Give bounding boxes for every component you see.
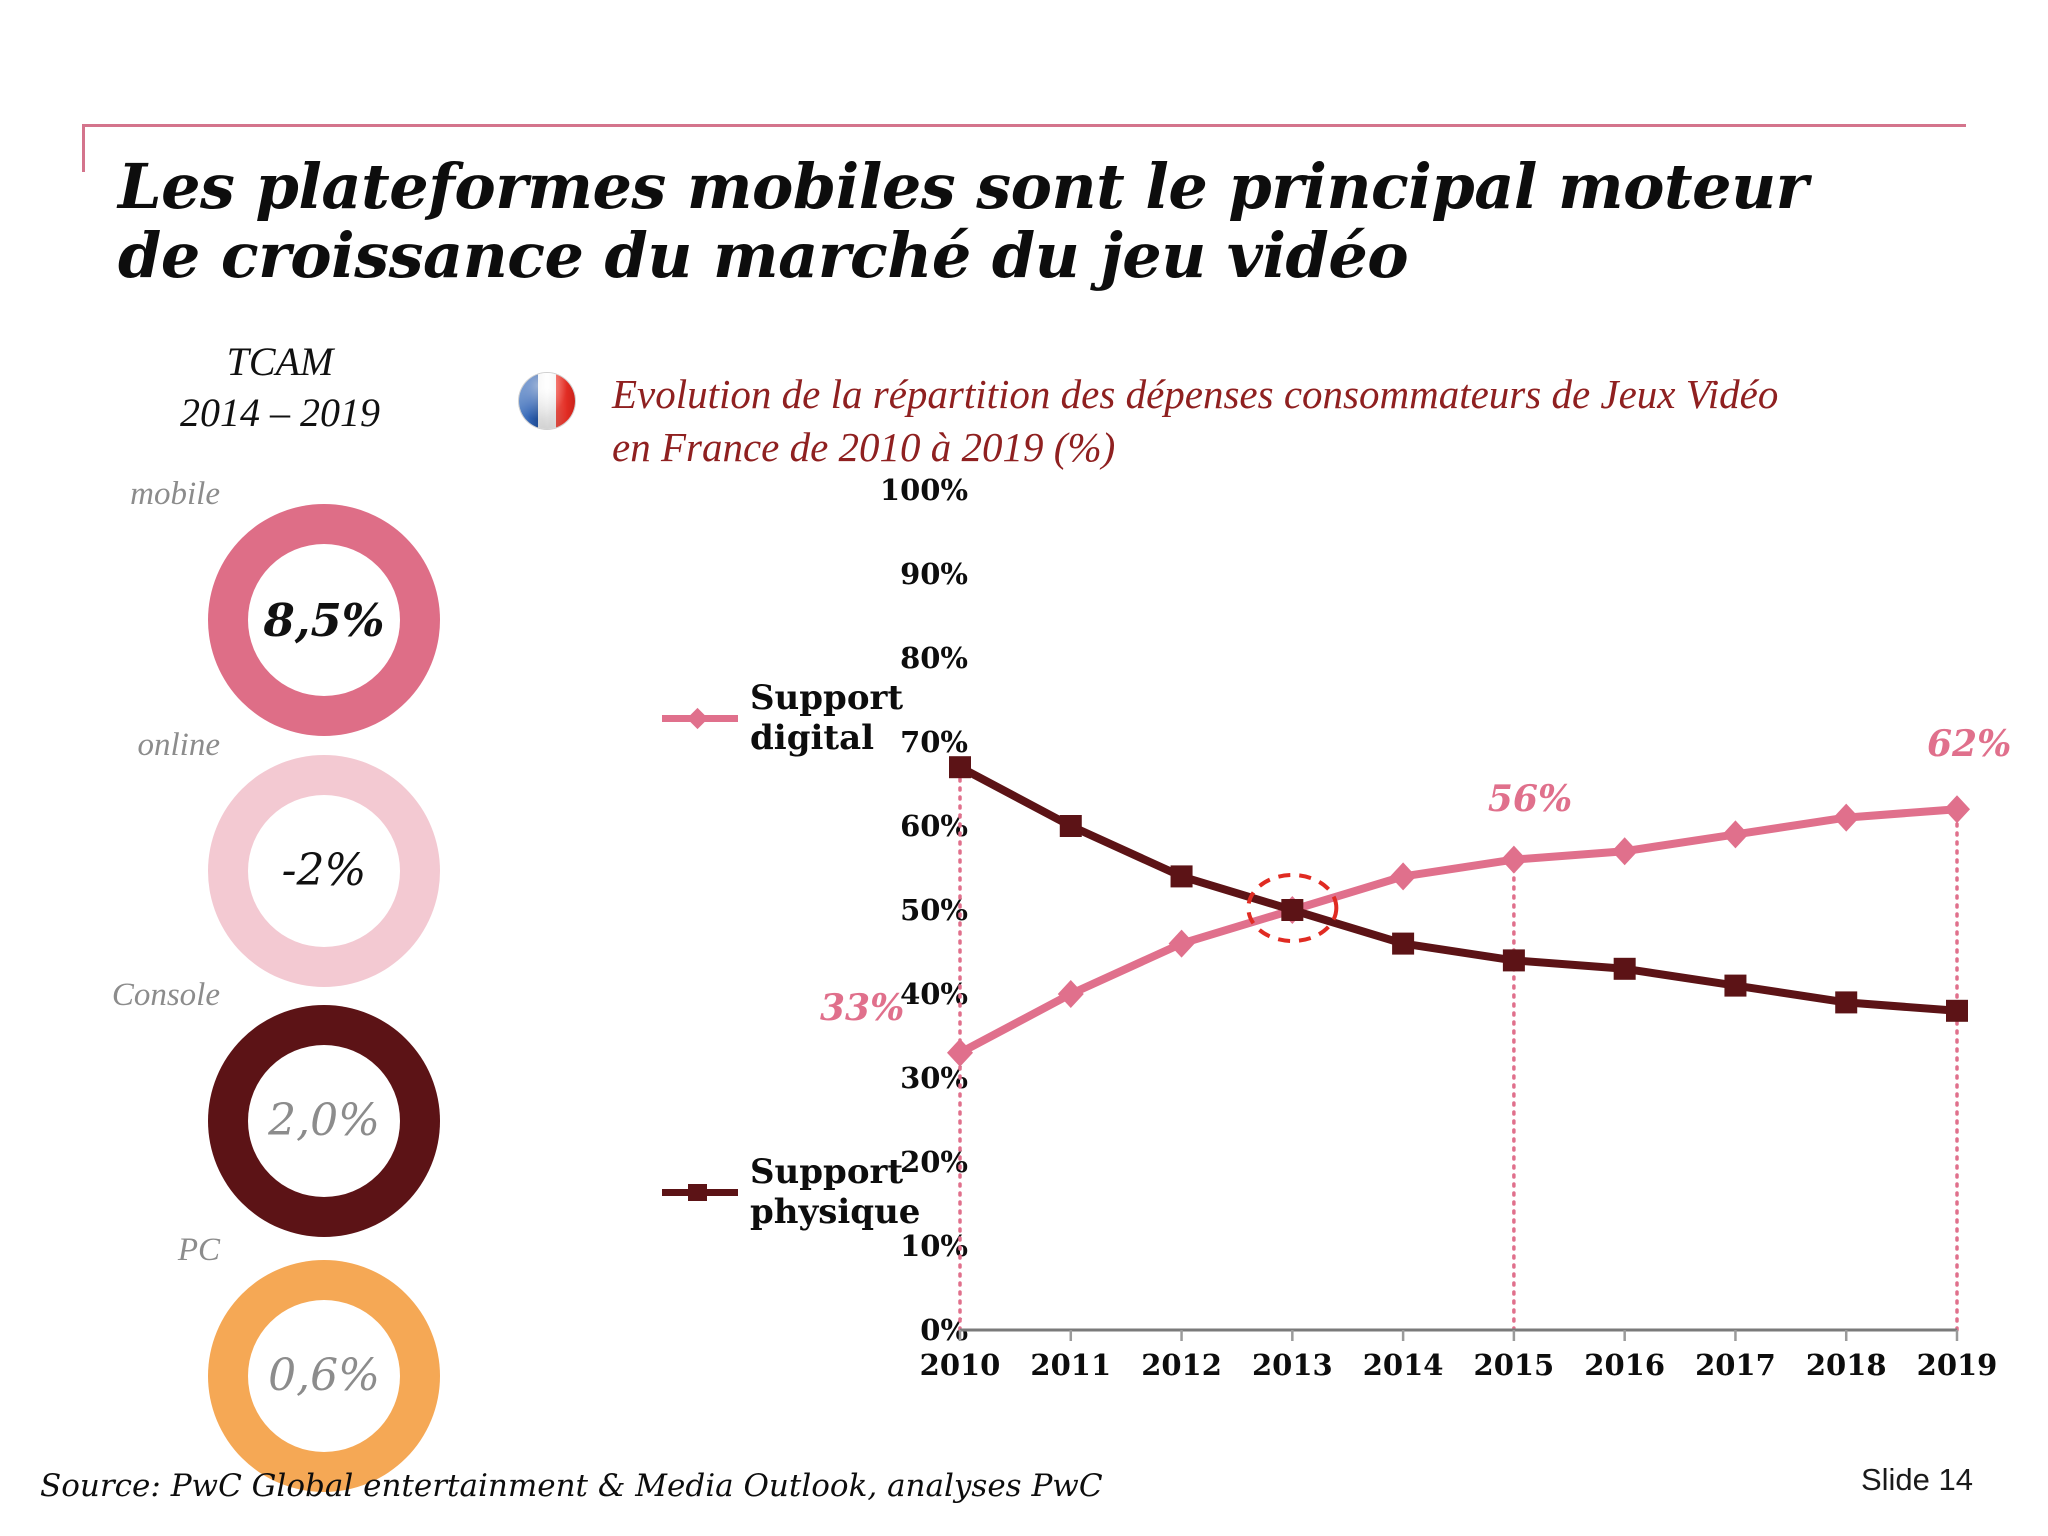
title-accent-tick (82, 124, 85, 172)
donut-hole-console: 2,0% (248, 1045, 400, 1197)
x-axis-tick: 2015 (1473, 1348, 1555, 1382)
legend-item-support-physique[interactable]: Support physique (662, 1152, 920, 1232)
y-axis-tick: 10% (900, 1229, 968, 1263)
tcam-label-mobile: mobile (130, 476, 220, 512)
chart-data-label: 56% (1487, 777, 1573, 820)
donut-chart-pc: 0,6% (208, 1260, 440, 1492)
tcam-value-mobile: 8,5% (263, 593, 385, 647)
slide-number: Slide 14 (1860, 1462, 1973, 1497)
chart-plot-area (947, 756, 1970, 1341)
legend-item-support-digital[interactable]: Support digital (662, 678, 903, 758)
tcam-label-console: Console (111, 977, 220, 1013)
y-axis-tick: 40% (900, 977, 968, 1011)
tcam-label-online: online (137, 727, 220, 763)
x-axis-tick: 2010 (919, 1348, 1001, 1382)
page-title: Les plateformes mobiles sont le principa… (118, 150, 1808, 293)
tcam-header-line2: 2014 – 2019 (180, 390, 380, 436)
title-accent-line (82, 124, 1966, 127)
tcam-label-pc: PC (177, 1232, 220, 1268)
donut-hole-pc: 0,6% (248, 1300, 400, 1452)
chart-title: Evolution de la répartition des dépenses… (612, 368, 1942, 475)
x-axis-tick: 2014 (1362, 1348, 1444, 1382)
donut-hole-online: -2% (248, 795, 400, 947)
tcam-header: TCAM 2014 – 2019 (110, 336, 450, 438)
tcam-value-console: 2,0% (268, 1095, 380, 1146)
tcam-value-online: -2% (281, 845, 367, 896)
source-note: Source: PwC Global entertainment & Media… (40, 1468, 1103, 1504)
y-axis-tick: 80% (900, 641, 968, 675)
chart-title-line2: en France de 2010 à 2019 (%) (612, 424, 1116, 471)
y-axis-tick: 20% (900, 1145, 968, 1179)
legend-label-support-digital: Support digital (750, 678, 904, 759)
tcam-header-line1: TCAM (226, 339, 334, 384)
france-flag-icon (519, 373, 575, 429)
donut-chart-mobile: 8,5% (208, 504, 440, 736)
y-axis-tick: 30% (900, 1061, 968, 1095)
donut-hole-mobile: 8,5% (248, 544, 400, 696)
chart-title-line1: Evolution de la répartition des dépenses… (612, 371, 1779, 417)
x-axis-tick: 2013 (1251, 1348, 1333, 1382)
tcam-value-pc: 0,6% (268, 1350, 380, 1401)
legend-label-support-physique: Support physique (750, 1152, 921, 1233)
x-axis-tick: 2011 (1030, 1348, 1112, 1382)
y-axis-tick: 100% (879, 473, 968, 507)
x-axis-tick: 2017 (1695, 1348, 1776, 1382)
y-axis-tick: 60% (900, 809, 968, 843)
donut-chart-console: 2,0% (208, 1005, 440, 1237)
diamond-marker-icon (662, 705, 738, 731)
x-axis-tick: 2016 (1584, 1348, 1666, 1382)
chart-data-label: 33% (820, 986, 905, 1029)
y-axis-tick: 90% (900, 557, 968, 591)
line-chart: 0% 10% 20% 30% 40% 50% 60% 70% 80% 90% 100% 2010 20… (820, 473, 2012, 1390)
x-axis-tick: 2012 (1141, 1348, 1222, 1382)
square-marker-icon (662, 1179, 738, 1205)
chart-data-label: 62% (1927, 723, 2012, 766)
x-axis-tick: 2018 (1805, 1348, 1887, 1382)
y-axis-tick: 50% (900, 893, 968, 927)
x-axis-tick: 2019 (1916, 1348, 1998, 1382)
y-axis-tick: 70% (900, 725, 968, 759)
donut-chart-online: -2% (208, 755, 440, 987)
